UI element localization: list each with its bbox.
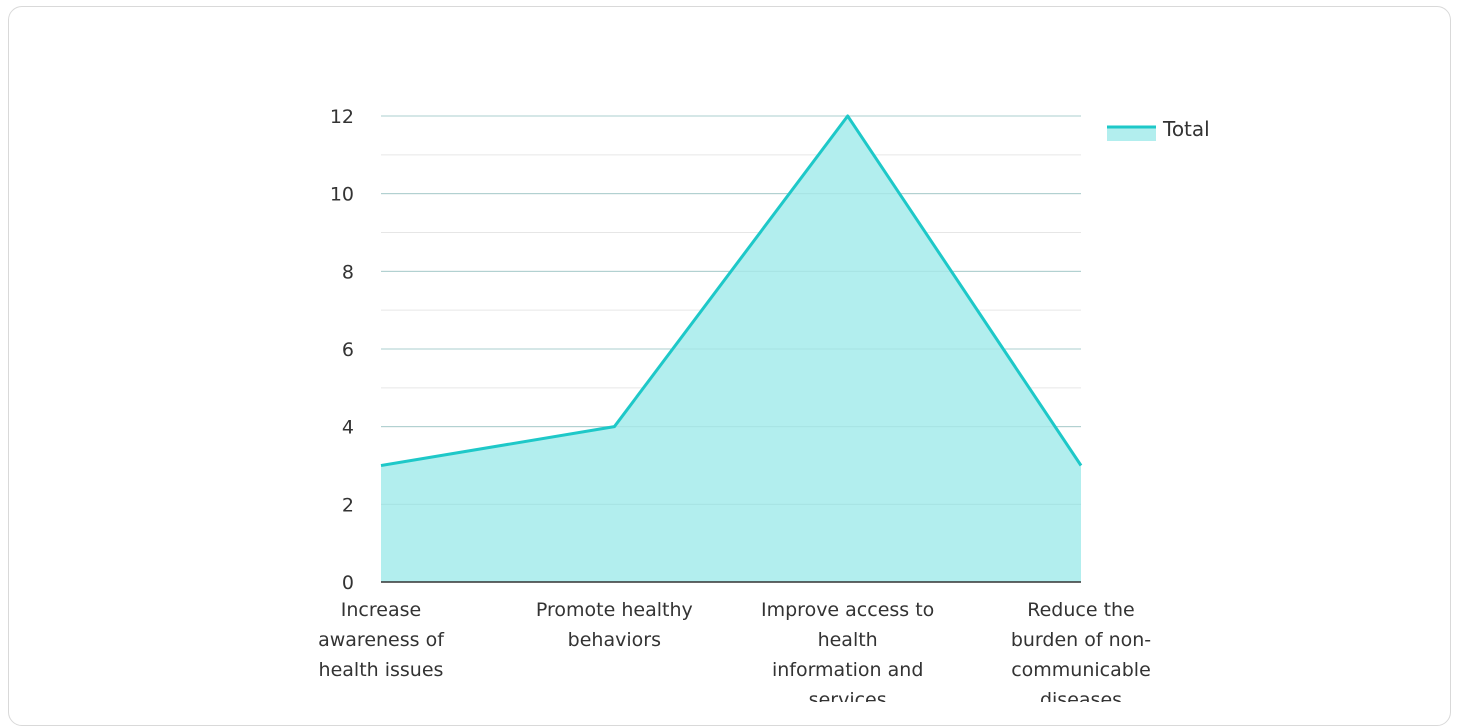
x-tick-label-line: Improve access to — [761, 599, 934, 621]
legend-label-total: Total — [1162, 117, 1210, 141]
y-tick-label: 0 — [342, 572, 354, 594]
x-tick-label-line: Increase — [341, 599, 421, 621]
x-tick-label-line: services — [809, 689, 887, 702]
x-tick-label-line: Reduce the — [1027, 599, 1135, 621]
x-tick-label-0: Increase awareness of health issues — [318, 599, 445, 681]
x-tick-label-line: burden of non- — [1011, 629, 1151, 651]
chart-area: 0 2 4 6 8 10 12 Increase awareness of health iss… — [0, 0, 1458, 702]
x-tick-label-2: Improve access to health information and se… — [761, 599, 934, 702]
x-tick-label-line: communicable — [1011, 659, 1151, 681]
x-tick-label-line: health issues — [319, 659, 444, 681]
x-tick-label-1: Promote healthy behaviors — [536, 599, 693, 651]
y-tick-labels: 0 2 4 6 8 10 12 — [330, 106, 354, 594]
x-tick-label-line: information and — [772, 659, 923, 681]
x-tick-label-line: Promote healthy — [536, 599, 693, 621]
y-tick-label: 2 — [342, 494, 354, 516]
y-tick-label: 10 — [330, 184, 354, 206]
x-tick-label-line: behaviors — [568, 629, 661, 651]
x-tick-label-3: Reduce the burden of non-communicable dise… — [1011, 599, 1151, 702]
legend-swatch-fill — [1107, 127, 1156, 141]
series-area — [381, 116, 1081, 582]
x-tick-label-line: health — [818, 629, 878, 651]
x-tick-label-line: awareness of — [318, 629, 445, 651]
y-tick-label: 6 — [342, 339, 354, 361]
x-tick-label-line: diseases — [1040, 689, 1122, 702]
legend[interactable]: Total — [1107, 117, 1210, 141]
y-tick-label: 4 — [342, 417, 354, 439]
area-chart: 0 2 4 6 8 10 12 Increase awareness of health iss… — [0, 0, 1458, 702]
y-tick-label: 12 — [330, 106, 354, 128]
legend-item-total[interactable]: Total — [1107, 117, 1210, 141]
x-tick-labels: Increase awareness of health issues Promote… — [318, 599, 1151, 702]
y-tick-label: 8 — [342, 261, 354, 283]
